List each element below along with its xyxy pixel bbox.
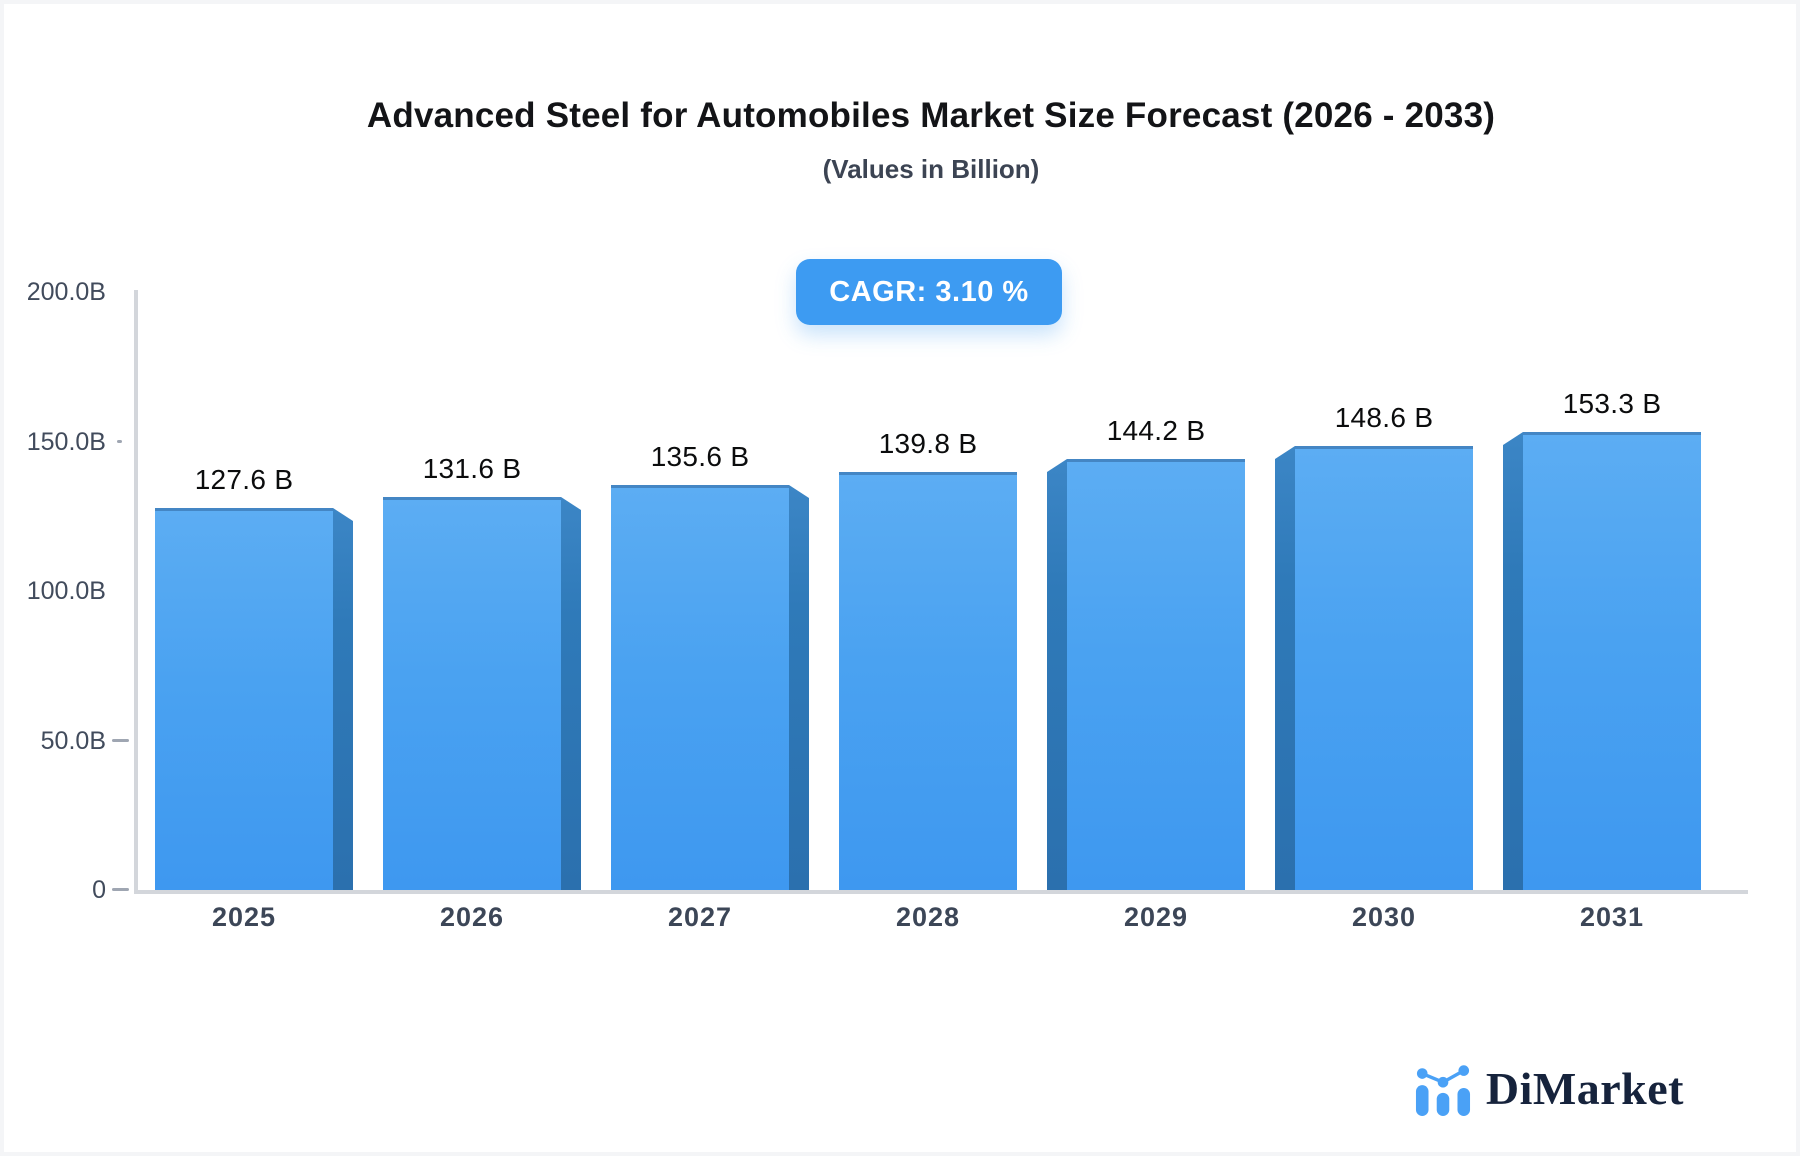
y-axis-tick	[112, 888, 129, 891]
y-axis-line	[134, 290, 138, 894]
x-axis-label-2026: 2026	[439, 902, 505, 932]
bar-value-label-2029: 144.2 B	[1106, 415, 1206, 446]
y-axis-label-100.0B: 100.0B	[26, 577, 106, 605]
bar-value-label-2026: 131.6 B	[422, 453, 522, 484]
bar-2025[interactable]	[155, 508, 333, 890]
dimarket-logo: DiMarket	[1414, 1060, 1684, 1116]
bar-side-face-2027	[789, 485, 809, 890]
logo-text: DiMarket	[1485, 1062, 1684, 1114]
bar-side-face-2030	[1275, 446, 1295, 890]
cagr-badge: CAGR: 3.10 %	[796, 259, 1062, 325]
bar-value-label-2027: 135.6 B	[650, 441, 750, 472]
y-axis-label-50.0B: 50.0B	[40, 726, 106, 755]
bar-2030[interactable]	[1295, 446, 1473, 890]
bar-2029[interactable]	[1067, 459, 1245, 890]
y-axis-label-150.0B: 150.0B	[26, 427, 106, 456]
x-axis-label-2031: 2031	[1579, 902, 1645, 932]
bar-side-face-2031	[1503, 432, 1523, 890]
mini-bar-chart-icon	[1415, 1065, 1470, 1116]
x-axis-line	[134, 890, 1748, 894]
x-axis-label-2028: 2028	[895, 902, 961, 932]
x-axis-label-2027: 2027	[667, 902, 733, 932]
y-axis-label-0: 0	[92, 876, 106, 904]
bar-side-face-2025	[333, 508, 353, 890]
x-axis-label-2025: 2025	[211, 902, 277, 932]
bar-chart: 200.0B 150.0B 100.0B 50.0B 0 127.6 B 2025 131.6…	[4, 4, 1796, 1152]
bar-value-label-2030: 148.6 B	[1334, 402, 1434, 433]
bar-2031[interactable]	[1523, 432, 1701, 890]
chart-title: Advanced Steel for Automobiles Market Si…	[366, 96, 1496, 135]
bar-side-face-2029	[1047, 459, 1067, 890]
x-axis-label-2030: 2030	[1351, 902, 1417, 932]
bar-value-label-2031: 153.3 B	[1562, 388, 1662, 419]
bar-2027[interactable]	[611, 485, 789, 890]
chart-subtitle: (Values in Billion)	[822, 154, 1040, 184]
bar-value-label-2025: 127.6 B	[194, 464, 294, 495]
x-axis-label-2029: 2029	[1123, 902, 1189, 932]
y-axis-label-200.0B: 200.0B	[26, 278, 106, 306]
bar-side-face-2026	[561, 497, 581, 890]
bar-value-label-2028: 139.8 B	[878, 428, 978, 459]
bar-2026[interactable]	[383, 497, 561, 890]
y-axis-tick	[117, 439, 122, 443]
bar-2028[interactable]	[839, 472, 1017, 890]
y-axis-tick	[112, 738, 129, 742]
